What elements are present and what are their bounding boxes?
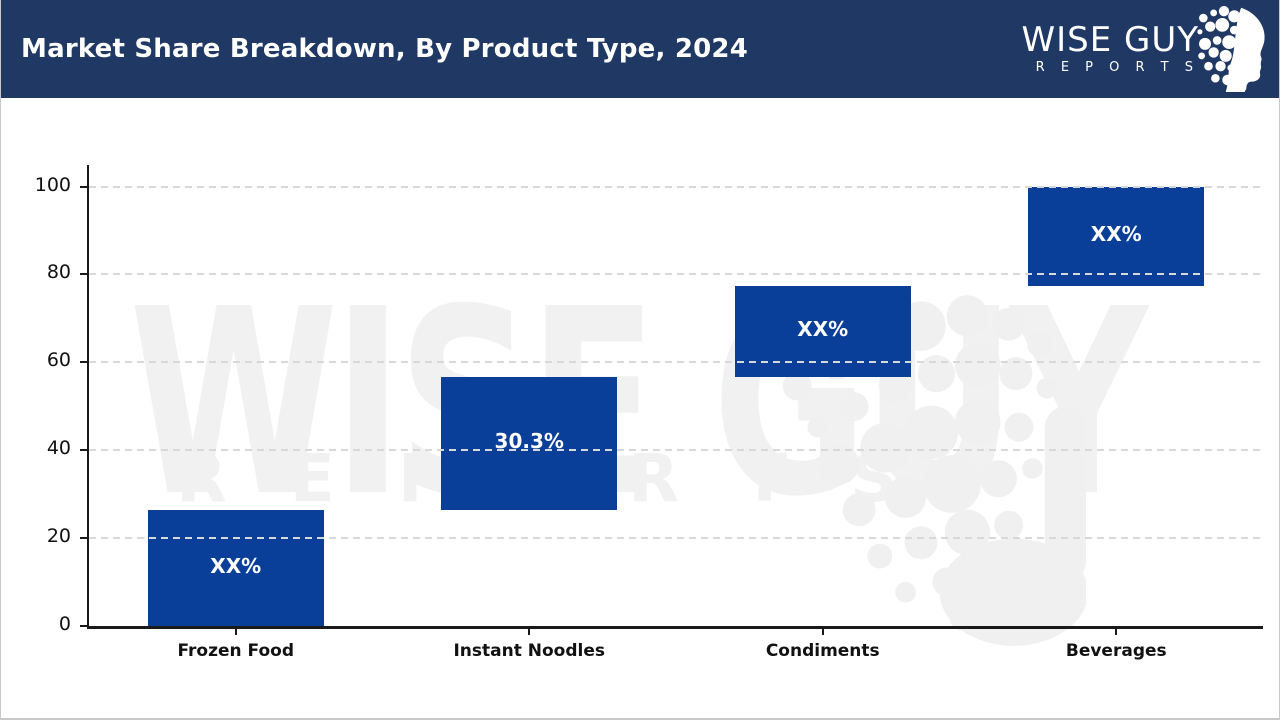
- bar-value-label: 30.3%: [494, 429, 564, 454]
- y-tick-label: 20: [46, 525, 71, 548]
- bar-value-label: XX%: [797, 317, 849, 342]
- y-tick-label: 100: [34, 173, 71, 196]
- x-category-label: Beverages: [1065, 641, 1167, 661]
- logo-wordmark-line1: WISE GUY: [1021, 19, 1199, 60]
- y-tick-label: 40: [46, 437, 71, 460]
- logo-wordmark-line2: R E P O R T S: [1035, 60, 1199, 76]
- dotted-head-profile-icon: [1197, 6, 1265, 92]
- gridline: [89, 449, 1263, 452]
- x-tick-mark: [1115, 626, 1118, 635]
- x-tick-mark: [528, 626, 531, 635]
- chart-title: Market Share Breakdown, By Product Type,…: [21, 34, 748, 64]
- y-tick-mark: [80, 361, 89, 364]
- bar-beverages: [1028, 186, 1205, 286]
- bar-frozen-food: [147, 509, 324, 626]
- y-tick-mark: [80, 185, 89, 188]
- gridline: [89, 185, 1263, 188]
- y-tick-label: 60: [46, 349, 71, 372]
- logo-wordmark: WISE GUY R E P O R T S: [1021, 19, 1199, 76]
- y-tick-mark: [80, 537, 89, 540]
- gridline: [89, 361, 1263, 364]
- chart-area: WISE GUY R E P O R T S XX%Frozen Food30.…: [1, 98, 1279, 718]
- y-axis-line: [87, 165, 89, 629]
- bar-value-label: XX%: [1090, 222, 1142, 247]
- bar-instant-noodles: [441, 376, 618, 510]
- x-axis-line: [87, 626, 1263, 629]
- x-category-label: Condiments: [765, 641, 880, 661]
- gridline: [89, 273, 1263, 276]
- x-tick-mark: [234, 626, 237, 635]
- y-tick-label: 0: [58, 613, 71, 635]
- y-tick-mark: [80, 273, 89, 276]
- x-tick-mark: [821, 626, 824, 635]
- y-tick-mark: [80, 449, 89, 452]
- bar-value-label: XX%: [210, 553, 262, 578]
- y-tick-label: 80: [46, 261, 71, 284]
- y-tick-mark: [80, 625, 89, 627]
- waterfall-chart: XX% Frozen Food 30.3% Instant Noodles XX% Con…: [1, 98, 1279, 718]
- wiseguy-logo: WISE GUY R E P O R T S: [1021, 6, 1271, 92]
- gridline: [89, 537, 1263, 540]
- x-category-label: Instant Noodles: [453, 641, 606, 661]
- x-category-label: Frozen Food: [177, 641, 295, 661]
- header: Market Share Breakdown, By Product Type,…: [1, 0, 1279, 98]
